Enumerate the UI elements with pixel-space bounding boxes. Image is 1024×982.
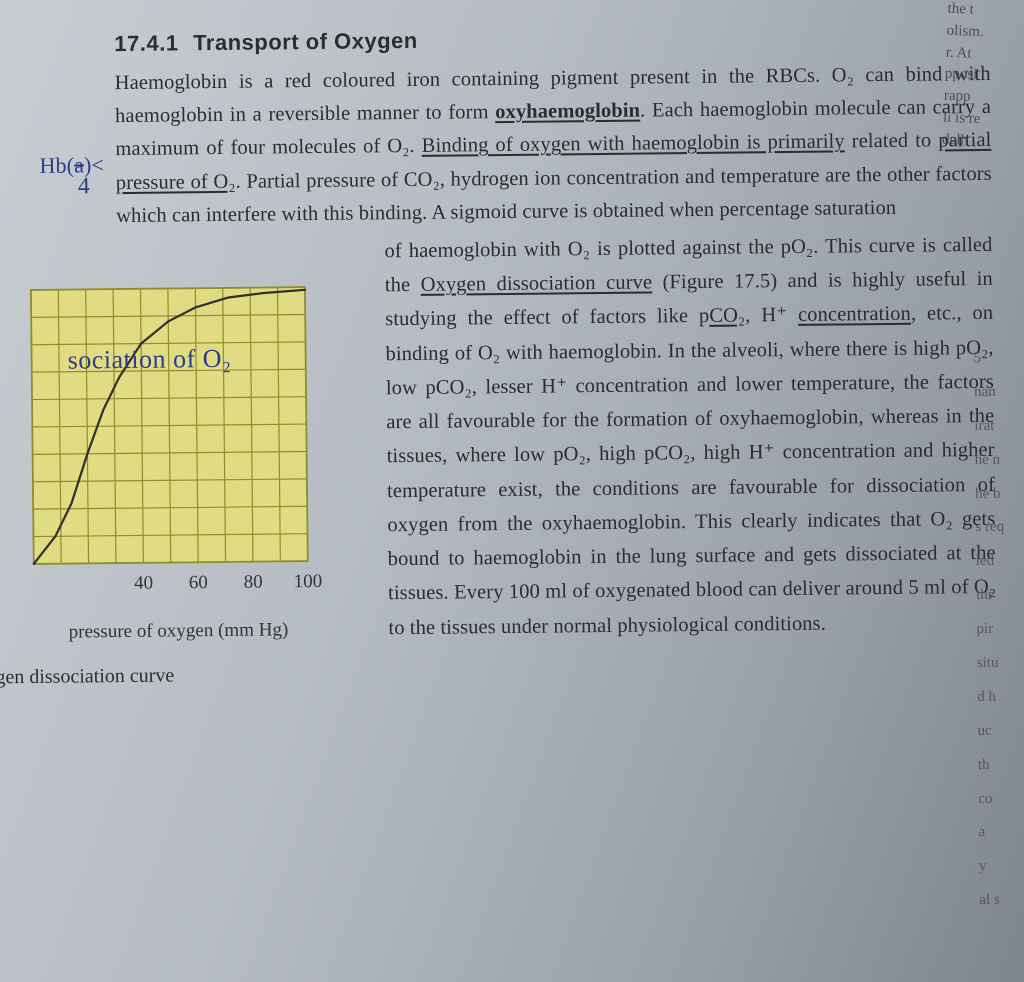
section-heading: 17.4.1 Transport of Oxygen [114,22,990,57]
chart-svg: 40 60 80 100 [13,279,326,612]
svg-text:100: 100 [294,571,323,592]
svg-text:40: 40 [134,573,153,594]
x-axis-label: pressure of oxygen (mm Hg) [0,618,371,644]
textbook-page: 17.4.1 Transport of Oxygen Hb(a)< 4 Haem… [0,0,1024,982]
intro-text: Haemoglobin is a red coloured iron conta… [115,63,992,227]
section-title: Transport of Oxygen [193,28,418,55]
two-column-layout: 406080100 pressure of oxygen (mm Hg) Oxy… [56,228,997,689]
figure-caption: Oxygen dissociation curve [0,662,371,689]
margin-annotation-bottom: 4 [78,174,105,199]
page-edge-text-top: the tolism.r. Atpposirappli is redelh [942,0,1018,154]
body-text: of haemoglobin with O₂ is plotted agains… [384,234,996,639]
margin-annotation-top: Hb(a)< [39,153,104,177]
svg-text:60: 60 [189,572,208,593]
body-text-column: of haemoglobin with O₂ is plotted agains… [384,228,997,685]
margin-annotation: Hb(a)< 4 [39,153,104,200]
intro-paragraph: Hb(a)< 4 Haemoglobin is a red coloured i… [115,58,993,233]
handwritten-heading: sociation of O₂ [67,338,231,382]
figure-column: 406080100 pressure of oxygen (mm Hg) Oxy… [56,234,371,688]
svg-text:80: 80 [244,572,263,593]
page-edge-text-mid: 5nanirathe nhe bs reqledthrpirsitud huct… [973,342,1023,919]
section-number: 17.4.1 [114,30,178,56]
